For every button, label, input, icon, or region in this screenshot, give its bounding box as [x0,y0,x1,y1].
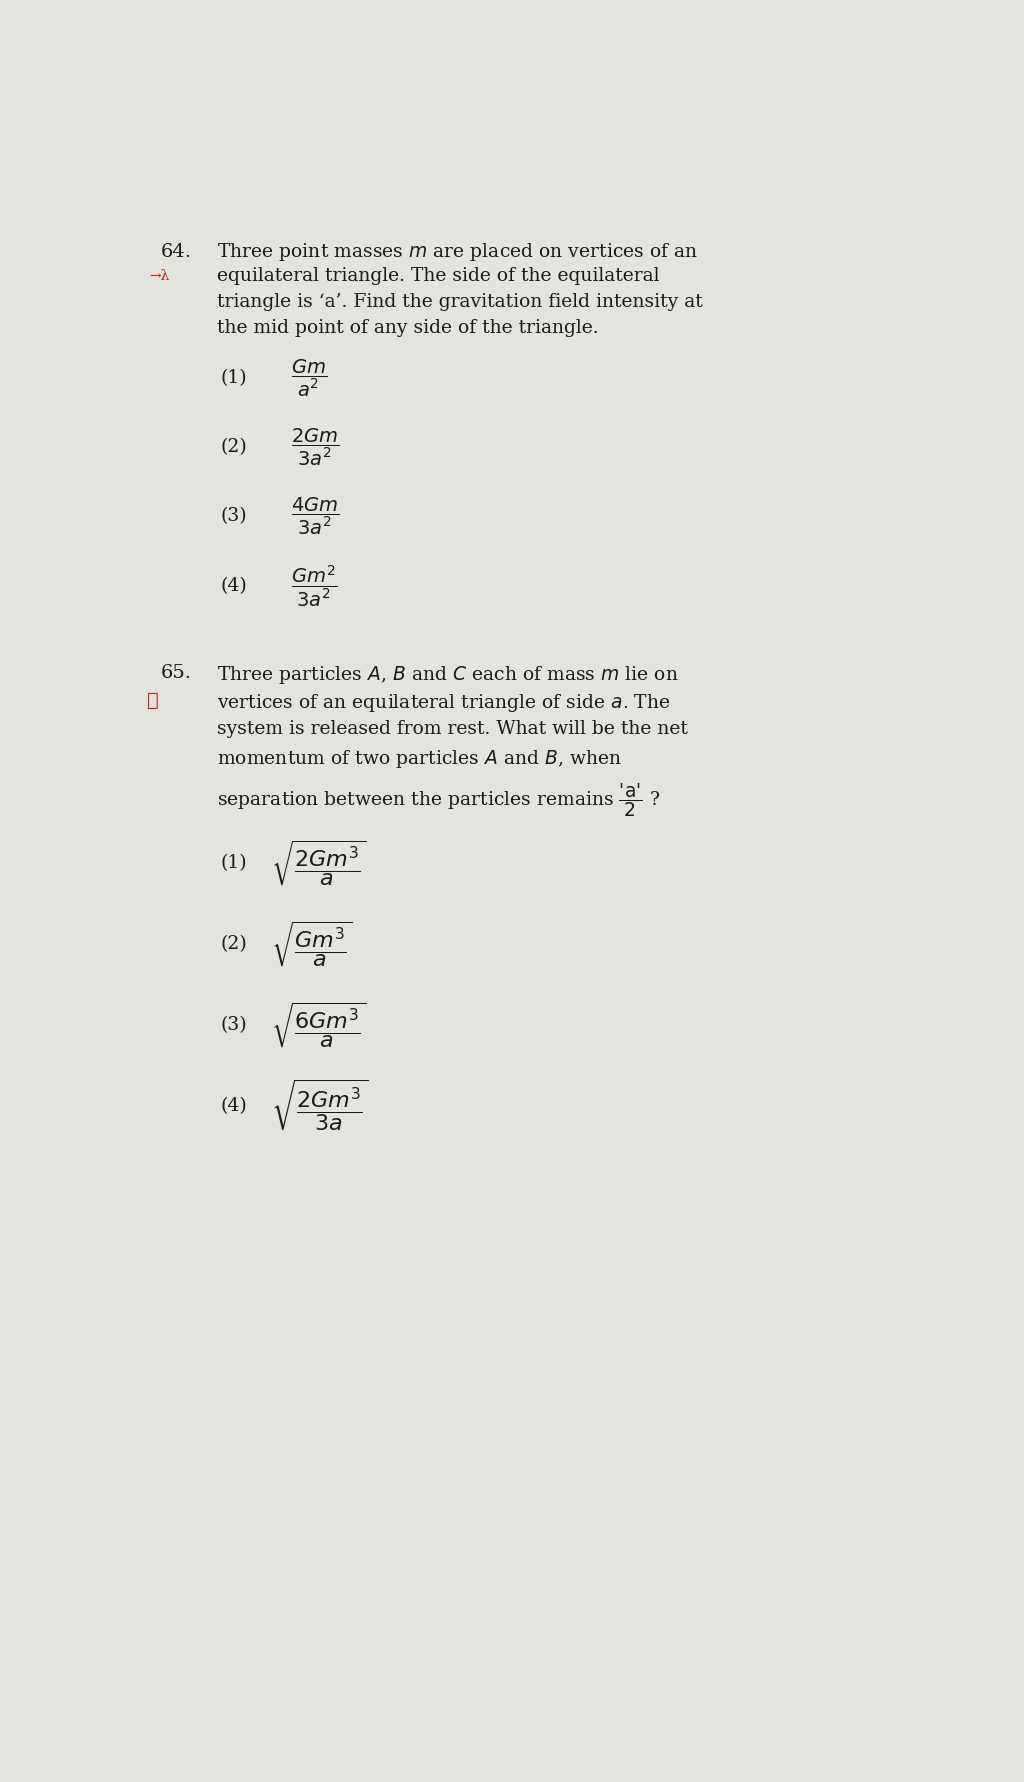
Text: $\sqrt{\dfrac{2Gm^3}{a}}$: $\sqrt{\dfrac{2Gm^3}{a}}$ [271,838,367,887]
Text: (2): (2) [221,438,248,456]
Text: (2): (2) [221,934,248,952]
Text: $\dfrac{Gm}{a^2}$: $\dfrac{Gm}{a^2}$ [291,356,327,399]
Text: Three particles $A$, $B$ and $C$ each of mass $m$ lie on: Three particles $A$, $B$ and $C$ each of… [217,665,679,686]
Text: $\sqrt{\dfrac{Gm^3}{a}}$: $\sqrt{\dfrac{Gm^3}{a}}$ [271,920,352,968]
Text: (1): (1) [221,369,248,387]
Text: equilateral triangle. The side of the equilateral: equilateral triangle. The side of the eq… [217,267,659,285]
Text: ✶: ✶ [147,691,159,709]
Text: (3): (3) [221,1016,248,1034]
Text: →λ: →λ [150,269,170,283]
Text: $\sqrt{\dfrac{6Gm^3}{a}}$: $\sqrt{\dfrac{6Gm^3}{a}}$ [271,1000,367,1050]
Text: (4): (4) [221,1096,248,1114]
Text: $\dfrac{4Gm}{3a^2}$: $\dfrac{4Gm}{3a^2}$ [291,495,339,536]
Text: momentum of two particles $A$ and $B$, when: momentum of two particles $A$ and $B$, w… [217,747,622,770]
Text: 65.: 65. [161,665,191,683]
Text: vertices of an equilateral triangle of side $a$. The: vertices of an equilateral triangle of s… [217,691,671,715]
Text: 64.: 64. [161,242,191,262]
Text: $\sqrt{\dfrac{2Gm^3}{3a}}$: $\sqrt{\dfrac{2Gm^3}{3a}}$ [271,1078,369,1133]
Text: (4): (4) [221,577,248,595]
Text: $\dfrac{Gm^2}{3a^2}$: $\dfrac{Gm^2}{3a^2}$ [291,563,337,608]
Text: system is released from rest. What will be the net: system is released from rest. What will … [217,720,688,738]
Text: (1): (1) [221,854,248,871]
Text: triangle is ‘a’. Find the gravitation field intensity at: triangle is ‘a’. Find the gravitation fi… [217,292,702,312]
Text: (3): (3) [221,508,248,526]
Text: Three point masses $m$ are placed on vertices of an: Three point masses $m$ are placed on ver… [217,241,698,262]
Text: separation between the particles remains $\dfrac{\text{'a'}}{2}$ ?: separation between the particles remains… [217,781,660,820]
Text: $\dfrac{2Gm}{3a^2}$: $\dfrac{2Gm}{3a^2}$ [291,426,339,469]
Text: the mid point of any side of the triangle.: the mid point of any side of the triangl… [217,319,599,337]
